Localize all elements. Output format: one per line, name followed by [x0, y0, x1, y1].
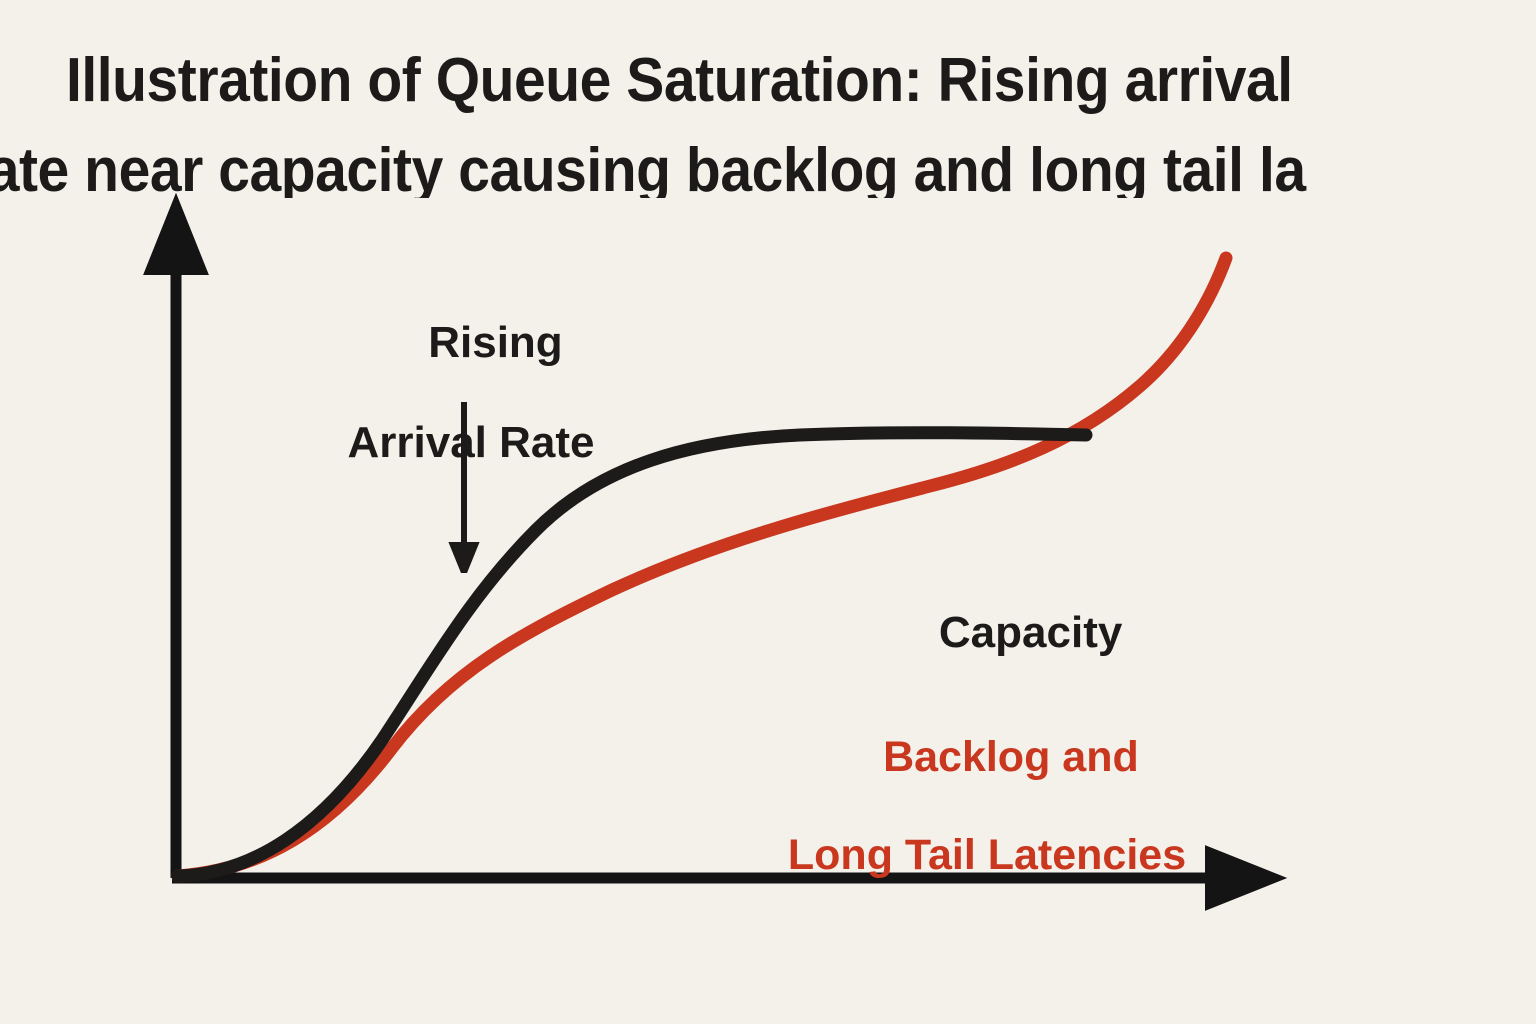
figure-title-line-1: Illustration of Queue Saturation: Rising…: [66, 46, 1293, 115]
series-line-capacity: [171, 426, 1093, 883]
annotation-rising-arrival-rate-line-1: Rising: [428, 318, 563, 368]
annotation-rising-arrival-rate: Rising Arrival Rate: [326, 268, 616, 569]
annotation-capacity-label: Capacity: [938, 608, 1123, 658]
series-line-backlog: [171, 251, 1233, 883]
annotation-capacity: Capacity: [890, 558, 1122, 708]
figure-title: Illustration of Queue Saturation: Rising…: [0, 28, 1536, 199]
annotation-backlog-line-1: Backlog and: [883, 733, 1139, 782]
annotation-rising-arrival-rate-line-2: Arrival Rate: [347, 418, 595, 468]
annotation-backlog-line-2: Long Tail Latencies: [787, 831, 1187, 880]
figure-title-line-2: rate near capacity causing backlog and l…: [0, 136, 1306, 199]
annotation-backlog: Backlog and Long Tail Latencies: [752, 684, 1222, 978]
